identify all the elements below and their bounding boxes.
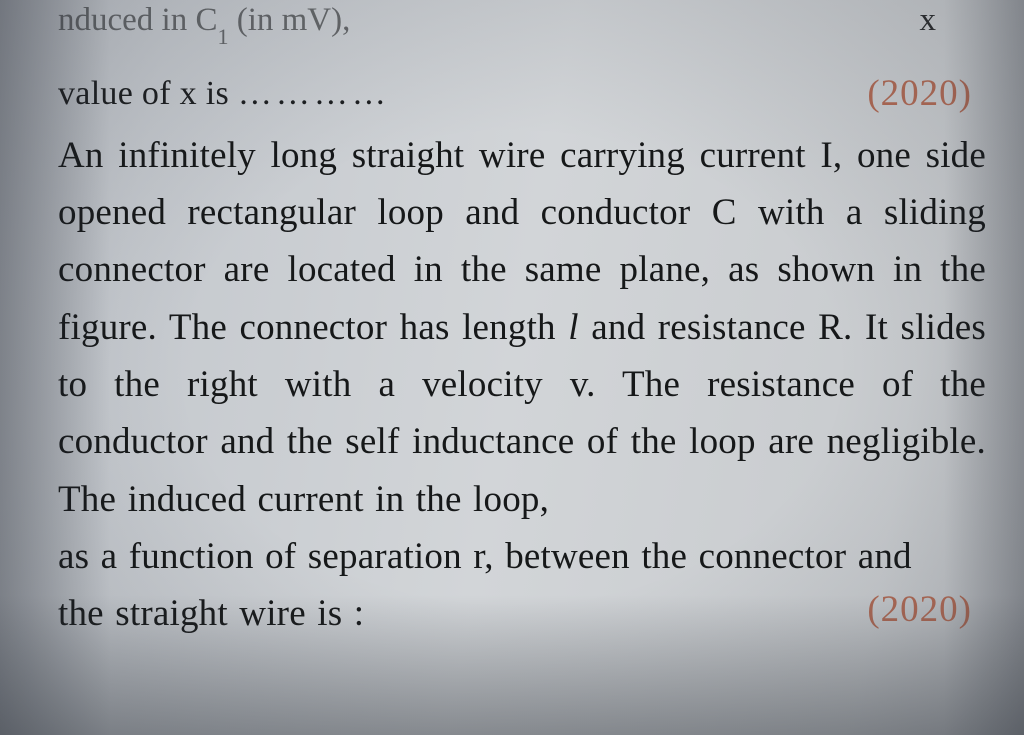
- question-body-line2: as a function of separation r, between t…: [58, 528, 986, 643]
- cutoff-subscript: 1: [217, 24, 228, 49]
- prev-question-text: value of x is: [58, 75, 238, 112]
- variable-l: l: [568, 307, 578, 348]
- question-text-3b: the straight wire is :: [58, 593, 364, 634]
- question-text-3a: as a function of separation r, between t…: [58, 536, 912, 577]
- cutoff-text-main: nduced in C: [58, 2, 217, 38]
- previous-question-fragment: value of x is …………: [58, 75, 986, 113]
- textbook-page: nduced in C1 (in mV), x (2020) value of …: [0, 0, 1024, 643]
- blank-dots: …………: [238, 75, 390, 112]
- variable-x: x: [920, 2, 987, 39]
- year-tag-2: (2020): [867, 581, 986, 638]
- cutoff-text: nduced in C1 (in mV),: [58, 2, 350, 44]
- top-cutoff-line: nduced in C1 (in mV), x: [58, 0, 986, 44]
- cutoff-text-mid: (in mV),: [228, 2, 350, 38]
- question-body: An infinitely long straight wire carryin…: [58, 127, 986, 528]
